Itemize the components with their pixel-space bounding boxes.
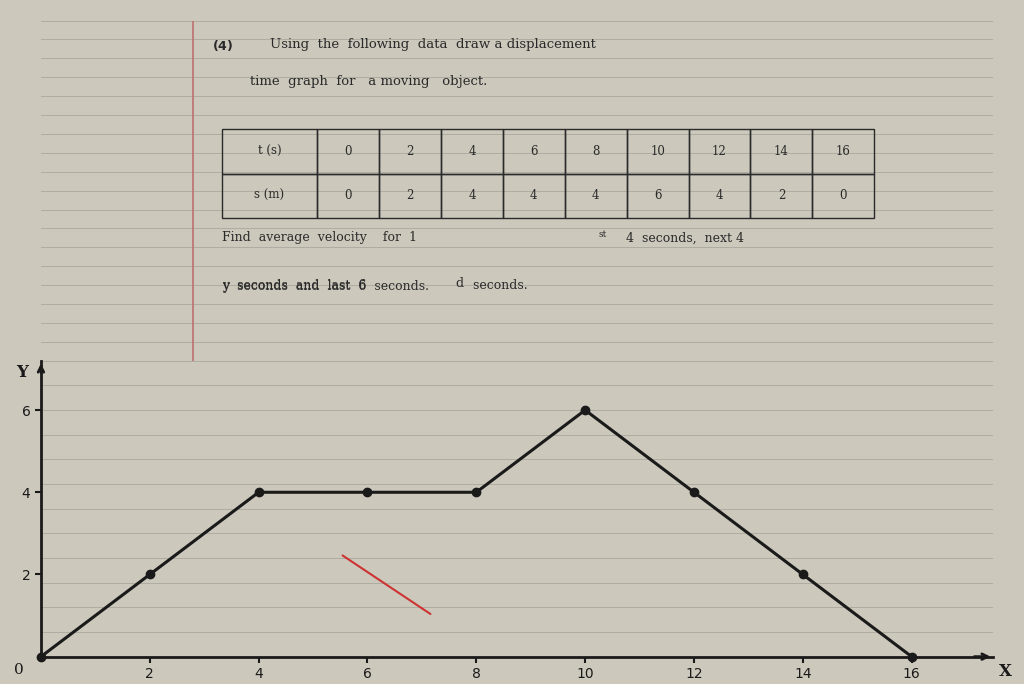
Text: 4  seconds,  next 4: 4 seconds, next 4	[622, 231, 743, 244]
Text: 4: 4	[592, 189, 599, 202]
Bar	[751, 174, 812, 218]
Bar	[565, 129, 627, 174]
Bar	[565, 174, 627, 218]
Text: 0: 0	[344, 145, 352, 158]
Bar	[688, 129, 751, 174]
Text: X: X	[998, 663, 1012, 679]
Text: 6: 6	[530, 145, 538, 158]
Text: 4: 4	[468, 145, 475, 158]
Text: 0: 0	[840, 189, 847, 202]
Text: d: d	[456, 278, 463, 291]
Text: y  seconds  and  last  6: y seconds and last 6	[222, 279, 367, 292]
Text: 0: 0	[14, 663, 25, 676]
Text: 2: 2	[777, 189, 785, 202]
Text: 0: 0	[344, 189, 352, 202]
Text: 16: 16	[836, 145, 851, 158]
Bar	[222, 174, 317, 218]
Text: seconds.: seconds.	[465, 279, 527, 292]
Text: 6: 6	[654, 189, 662, 202]
Bar	[627, 129, 688, 174]
Bar	[503, 129, 565, 174]
Bar	[379, 174, 441, 218]
Bar	[503, 174, 565, 218]
Text: s (m): s (m)	[254, 189, 285, 202]
Text: Using  the  following  data  draw a displacement: Using the following data draw a displace…	[269, 38, 595, 51]
Text: 10: 10	[650, 145, 665, 158]
Text: 2: 2	[407, 189, 414, 202]
Bar	[688, 174, 751, 218]
Bar	[812, 174, 874, 218]
Bar	[222, 129, 317, 174]
Text: 14: 14	[774, 145, 788, 158]
Text: 2: 2	[407, 145, 414, 158]
Bar	[441, 129, 503, 174]
Bar	[627, 174, 688, 218]
Bar	[441, 174, 503, 218]
Bar	[317, 129, 379, 174]
Text: 4: 4	[468, 189, 475, 202]
Bar	[812, 129, 874, 174]
Text: Y: Y	[16, 365, 28, 382]
Bar	[379, 129, 441, 174]
Text: y  seconds  and  last  6̇  seconds.: y seconds and last 6̇ seconds.	[222, 279, 429, 293]
Bar	[317, 174, 379, 218]
Text: 4: 4	[716, 189, 723, 202]
Text: 8: 8	[592, 145, 599, 158]
Text: 12: 12	[712, 145, 727, 158]
Text: st: st	[598, 230, 606, 239]
Text: $\bf{(4)}$: $\bf{(4)}$	[212, 38, 233, 53]
Text: Find  average  velocity    for  1: Find average velocity for 1	[222, 231, 417, 244]
Text: t (s): t (s)	[258, 145, 282, 158]
Text: 4: 4	[530, 189, 538, 202]
Bar	[751, 129, 812, 174]
Text: time  graph  for   a moving   object.: time graph for a moving object.	[251, 75, 487, 88]
